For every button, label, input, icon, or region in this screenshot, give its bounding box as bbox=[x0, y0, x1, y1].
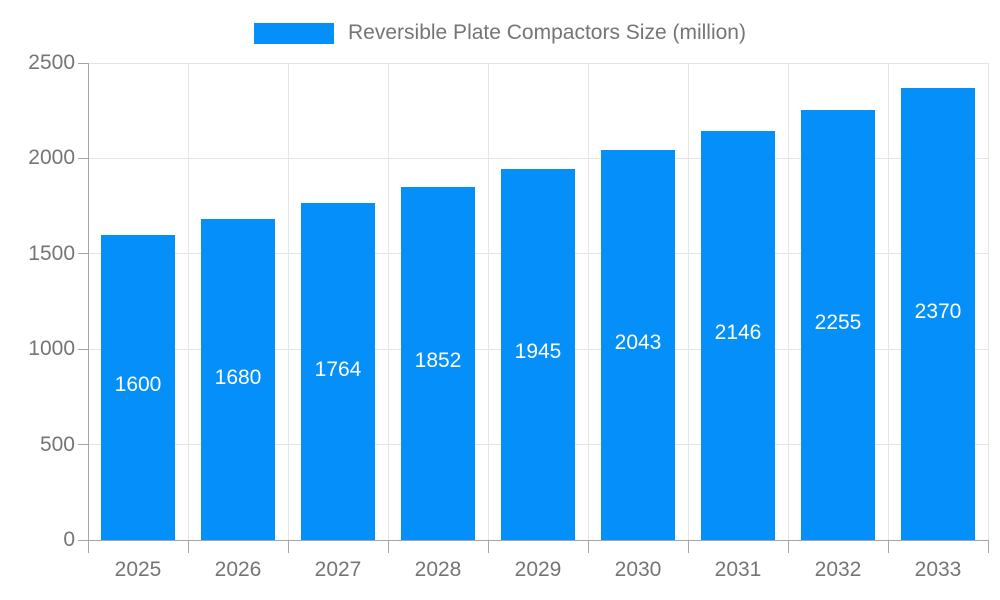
v-gridline bbox=[887, 63, 889, 540]
x-axis-label: 2026 bbox=[214, 558, 262, 581]
legend[interactable]: Reversible Plate Compactors Size (millio… bbox=[0, 21, 1000, 45]
h-gridline bbox=[88, 157, 988, 159]
y-axis-tick bbox=[78, 444, 88, 446]
bar[interactable]: 2043 bbox=[601, 150, 675, 540]
bar-value-label: 1945 bbox=[514, 340, 562, 364]
v-gridline bbox=[587, 63, 589, 540]
v-gridline bbox=[187, 63, 189, 540]
x-axis-tick bbox=[787, 540, 789, 553]
x-axis-label: 2029 bbox=[514, 558, 562, 581]
v-gridline bbox=[487, 63, 489, 540]
y-axis-label: 1500 bbox=[28, 241, 75, 265]
bar-value-label: 2043 bbox=[614, 331, 662, 355]
x-axis-label: 2033 bbox=[914, 558, 962, 581]
y-axis-label: 2500 bbox=[28, 51, 75, 74]
y-axis-label: 500 bbox=[39, 432, 75, 456]
bar[interactable]: 1764 bbox=[301, 203, 375, 540]
x-axis-label: 2032 bbox=[814, 558, 862, 581]
bar[interactable]: 1600 bbox=[101, 234, 175, 540]
x-axis-label: 2028 bbox=[414, 558, 462, 581]
x-axis-tick bbox=[687, 540, 689, 553]
y-axis-label: 0 bbox=[63, 528, 75, 551]
x-axis-tick bbox=[487, 540, 489, 553]
bar[interactable]: 1945 bbox=[501, 168, 575, 540]
x-axis-tick bbox=[587, 540, 589, 553]
x-axis-label: 2027 bbox=[314, 558, 362, 581]
v-gridline bbox=[387, 63, 389, 540]
bar-value-label: 1680 bbox=[214, 365, 262, 389]
x-axis-tick bbox=[987, 540, 989, 553]
x-axis-label: 2030 bbox=[614, 558, 662, 581]
y-axis-tick bbox=[78, 157, 88, 159]
y-axis-tick bbox=[78, 348, 88, 350]
v-gridline bbox=[287, 63, 289, 540]
y-axis-line bbox=[87, 63, 89, 553]
v-gridline bbox=[987, 63, 989, 540]
x-axis-tick bbox=[387, 540, 389, 553]
y-axis-label: 2000 bbox=[28, 146, 75, 170]
bar[interactable]: 1680 bbox=[201, 219, 275, 540]
bar-value-label: 2146 bbox=[714, 321, 762, 345]
bar-value-label: 2370 bbox=[914, 299, 962, 323]
x-axis-label: 2025 bbox=[114, 558, 162, 581]
x-axis-line bbox=[78, 539, 988, 541]
y-axis-label: 1000 bbox=[28, 337, 75, 361]
x-axis-tick bbox=[887, 540, 889, 553]
bar[interactable]: 2146 bbox=[701, 130, 775, 540]
v-gridline bbox=[787, 63, 789, 540]
x-axis-label: 2031 bbox=[714, 558, 762, 581]
y-axis-tick bbox=[78, 253, 88, 255]
bar-value-label: 2255 bbox=[814, 310, 862, 334]
bar[interactable]: 2370 bbox=[901, 87, 975, 540]
bar[interactable]: 1852 bbox=[401, 186, 475, 540]
bar-value-label: 1852 bbox=[414, 349, 462, 373]
bar[interactable]: 2255 bbox=[801, 109, 875, 540]
h-gridline bbox=[88, 62, 988, 64]
bar-value-label: 1600 bbox=[114, 373, 162, 397]
legend-label: Reversible Plate Compactors Size (millio… bbox=[348, 21, 746, 44]
x-axis-tick bbox=[187, 540, 189, 553]
x-axis-tick bbox=[287, 540, 289, 553]
bar-value-label: 1764 bbox=[314, 357, 362, 381]
y-axis-tick bbox=[78, 62, 88, 64]
v-gridline bbox=[687, 63, 689, 540]
legend-swatch bbox=[254, 22, 335, 44]
